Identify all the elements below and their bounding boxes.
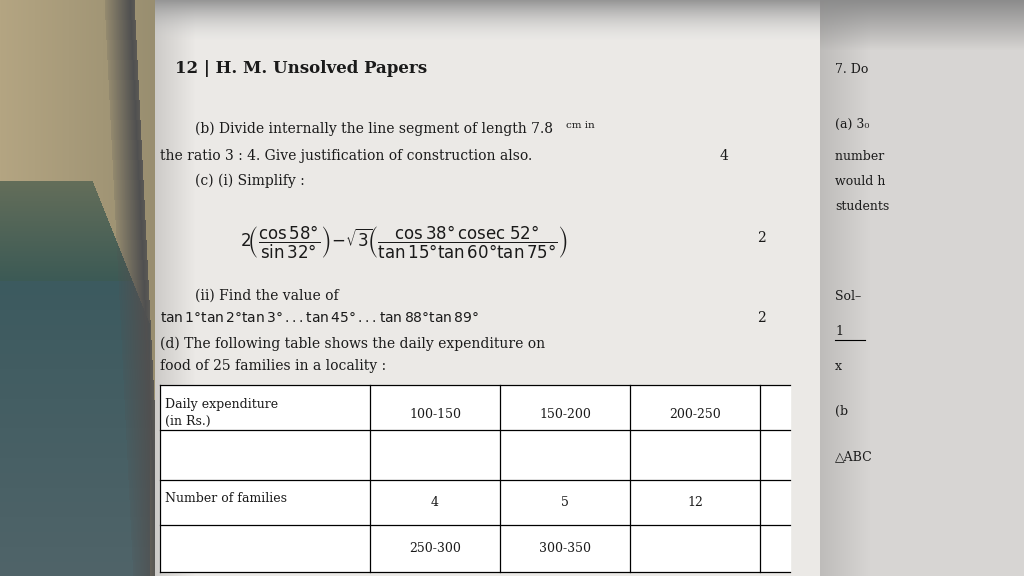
Text: 4: 4	[720, 149, 729, 163]
Text: 300-350: 300-350	[539, 541, 591, 555]
Text: Daily expenditure: Daily expenditure	[165, 398, 279, 411]
Text: (a) 3₀: (a) 3₀	[835, 118, 869, 131]
Text: 5: 5	[561, 495, 569, 509]
Text: students: students	[835, 200, 889, 213]
Text: 150-200: 150-200	[539, 408, 591, 422]
Text: would h: would h	[835, 175, 886, 188]
Text: Sol–: Sol–	[835, 290, 861, 303]
Text: △ABC: △ABC	[835, 450, 872, 463]
Text: 1: 1	[835, 325, 843, 338]
Text: food of 25 families in a locality :: food of 25 families in a locality :	[160, 359, 386, 373]
Text: (in Rs.): (in Rs.)	[165, 415, 211, 428]
Text: (b) Divide internally the line segment of length 7.8: (b) Divide internally the line segment o…	[195, 122, 553, 136]
Text: 12: 12	[687, 495, 702, 509]
Text: 2: 2	[757, 231, 766, 245]
Text: (ii) Find the value of: (ii) Find the value of	[195, 289, 339, 303]
Text: (d) The following table shows the daily expenditure on: (d) The following table shows the daily …	[160, 336, 545, 351]
Text: 7. Do: 7. Do	[835, 63, 868, 76]
Text: 250-300: 250-300	[409, 541, 461, 555]
Text: number: number	[835, 150, 891, 163]
Text: Number of families: Number of families	[165, 492, 287, 505]
Text: 12 | H. M. Unsolved Papers: 12 | H. M. Unsolved Papers	[175, 60, 427, 77]
Bar	[160, 385, 790, 572]
Text: $\tan 1°\tan 2°\tan 3°\,...\tan 45°\,...\tan 88°\tan 89°$: $\tan 1°\tan 2°\tan 3°\,...\tan 45°\,...…	[160, 311, 479, 325]
Text: 4: 4	[431, 495, 439, 509]
Text: (c) (i) Simplify :: (c) (i) Simplify :	[195, 173, 305, 188]
Text: 2: 2	[757, 311, 766, 325]
Text: cm in: cm in	[566, 121, 595, 130]
Text: x: x	[835, 360, 849, 373]
Text: 200-250: 200-250	[669, 408, 721, 422]
Text: the ratio 3 : 4. Give justification of construction also.: the ratio 3 : 4. Give justification of c…	[160, 149, 532, 163]
Text: $2\!\left(\dfrac{\cos 58°}{\sin 32°}\right)\!-\!\sqrt{3}\!\left(\dfrac{\cos 38°\: $2\!\left(\dfrac{\cos 58°}{\sin 32°}\rig…	[240, 223, 568, 260]
Text: (b: (b	[835, 405, 848, 418]
Text: 100-150: 100-150	[409, 408, 461, 422]
